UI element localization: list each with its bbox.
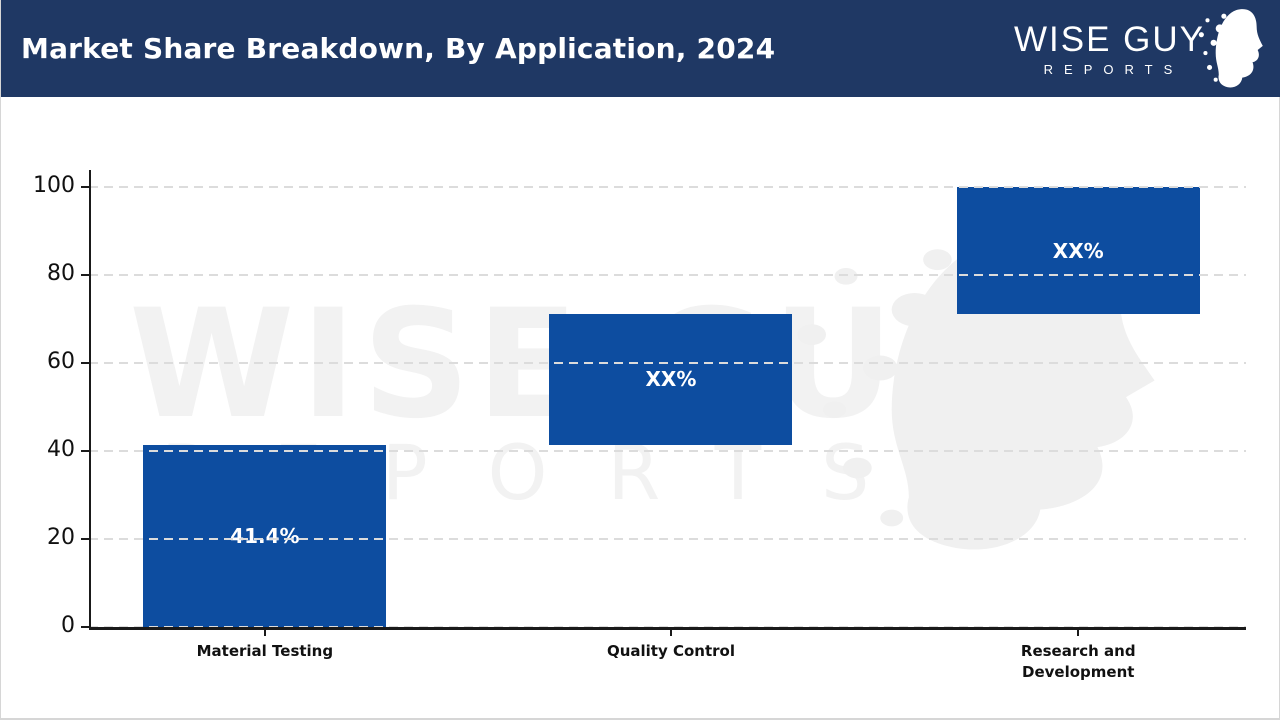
y-axis-line [89, 170, 91, 629]
y-tick-mark [81, 450, 89, 452]
y-tick-mark [81, 186, 89, 188]
brand-name: WISE GUY [1013, 20, 1205, 59]
x-tick-mark [263, 627, 266, 636]
x-category-label: Research and Development [1020, 642, 1136, 681]
gridline [89, 274, 1246, 276]
gridline [89, 362, 1246, 364]
y-tick-mark [81, 274, 89, 276]
y-tick-label: 40 [47, 437, 75, 462]
brand-subtitle: REPORTS [1043, 62, 1184, 77]
x-category-label: Material Testing [196, 642, 334, 660]
bar-value-label: XX% [1052, 238, 1104, 263]
gridline [89, 538, 1246, 540]
y-tick-label: 60 [47, 349, 75, 374]
bar-value-label: XX% [645, 367, 697, 392]
header-bar: Market Share Breakdown, By Application, … [1, 0, 1280, 97]
y-tick-mark [81, 626, 89, 628]
waterfall-chart: 0 20 40 60 80 100 41.4% Material Testing XX% Qual… [1, 97, 1280, 720]
x-tick-mark [669, 627, 672, 636]
dotted-face-profile-icon [1198, 8, 1263, 87]
brand-logo: WISE GUY REPORTS [1014, 6, 1267, 92]
bar-value-label: 41.4% [230, 523, 300, 548]
page-title: Market Share Breakdown, By Application, … [21, 32, 776, 65]
y-tick-label: 80 [47, 261, 75, 286]
bar-segment-3: XX% [956, 187, 1200, 315]
y-tick-label: 20 [47, 525, 75, 550]
y-tick-mark [81, 362, 89, 364]
x-tick-mark [1077, 627, 1080, 636]
y-tick-mark [81, 538, 89, 540]
x-axis-line [89, 627, 1246, 630]
gridline [89, 450, 1246, 452]
gridline [89, 186, 1246, 188]
bar-segment-2: XX% [549, 314, 793, 445]
y-tick-label: 0 [61, 613, 75, 638]
bar-segment-1: 41.4% [143, 444, 387, 627]
brand-logo-text: WISE GUY REPORTS [1014, 20, 1205, 77]
x-category-label: Quality Control [606, 642, 735, 660]
y-tick-label: 100 [33, 173, 75, 198]
